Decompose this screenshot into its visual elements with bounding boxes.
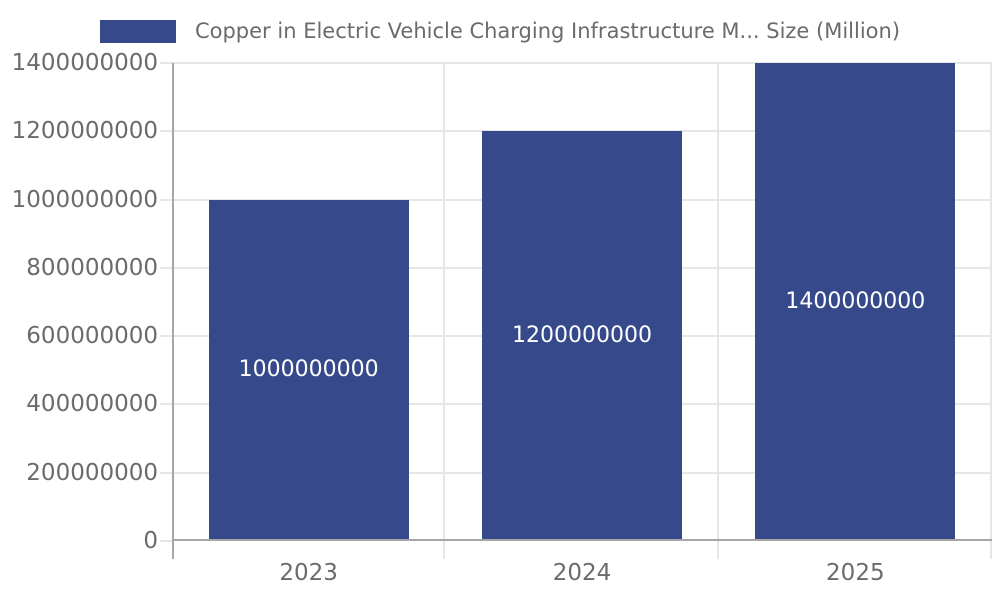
y-axis-label: 1200000000: [11, 118, 158, 145]
bar[interactable]: [755, 63, 956, 541]
bar[interactable]: [208, 199, 409, 541]
legend-swatch-icon[interactable]: [99, 19, 176, 43]
y-axis-label: 1400000000: [11, 50, 158, 76]
bar-value-label: 1400000000: [785, 289, 926, 314]
x-axis-label: 2024: [552, 560, 612, 586]
x-axis-label: 2025: [826, 560, 885, 586]
y-axis-label: 0: [143, 528, 158, 554]
plot-area: 1000000000 1200000000 1400000000: [172, 62, 992, 559]
y-tick: [160, 403, 172, 406]
y-tick: [160, 198, 172, 201]
y-axis-label: 600000000: [26, 323, 158, 350]
y-tick: [160, 540, 172, 542]
y-tick: [160, 335, 172, 338]
x-gridline: [716, 63, 719, 559]
x-axis-label: 2023: [279, 560, 338, 586]
y-tick: [160, 62, 172, 64]
y-tick: [160, 130, 172, 133]
bar-value-label: 1200000000: [512, 323, 652, 349]
bar-value-label: 1000000000: [238, 357, 379, 383]
y-axis-label: 1000000000: [11, 186, 158, 213]
y-gridline: [172, 62, 992, 64]
x-gridline: [990, 63, 992, 559]
legend-series-label[interactable]: Copper in Electric Vehicle Charging Infr…: [194, 19, 901, 43]
y-tick: [160, 266, 172, 269]
x-axis-line: [172, 539, 992, 541]
y-axis-label: 200000000: [26, 459, 158, 486]
y-tick: [160, 471, 172, 474]
y-axis-label: 400000000: [26, 391, 158, 418]
legend: Copper in Electric Vehicle Charging Infr…: [0, 16, 1000, 46]
bar[interactable]: [482, 131, 682, 541]
y-axis-line: [172, 63, 174, 559]
x-gridline: [443, 63, 446, 559]
y-axis-label: 800000000: [26, 254, 158, 281]
